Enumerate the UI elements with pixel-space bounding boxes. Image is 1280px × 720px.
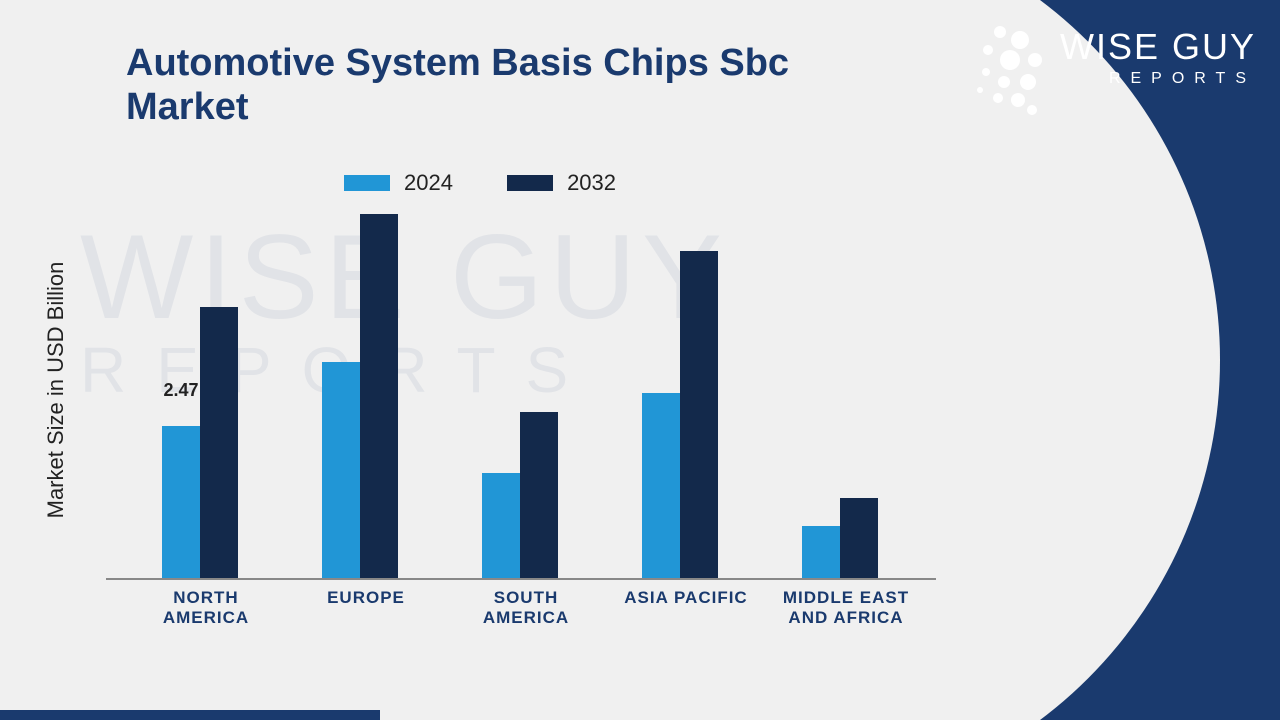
bar-2024 — [162, 426, 200, 578]
chart-card: WISE GUY REPORTS Automotive System Basis… — [10, 10, 950, 710]
bar-value-label: 2.47 — [163, 380, 198, 401]
y-axis-label: Market Size in USD Billion — [43, 262, 69, 519]
bar-2032 — [680, 251, 718, 578]
brand-line-2: REPORTS — [1060, 70, 1256, 88]
bar-2032 — [840, 498, 878, 578]
brand-head-icon — [940, 20, 1050, 130]
brand-logo: WISE GUY REPORTS — [1060, 26, 1256, 88]
category-label: MIDDLE EAST AND AFRICA — [776, 588, 916, 629]
category-label: SOUTH AMERICA — [456, 588, 596, 629]
bar-2024 — [802, 526, 840, 578]
bar-2024 — [322, 362, 360, 578]
brand-line-1: WISE GUY — [1060, 26, 1256, 68]
plot-area: 2.47NORTH AMERICAEUROPESOUTH AMERICAASIA… — [106, 210, 936, 580]
legend-item-2024: 2024 — [344, 170, 453, 196]
legend: 2024 2032 — [10, 170, 950, 197]
legend-label-2032: 2032 — [567, 170, 616, 196]
chart-title: Automotive System Basis Chips Sbc Market — [126, 42, 866, 129]
legend-swatch-2024 — [344, 175, 390, 191]
category-label: ASIA PACIFIC — [616, 588, 756, 608]
stage: WISE GUY REPORTS WISE GUY REPORTS Automo… — [0, 0, 1280, 720]
legend-swatch-2032 — [507, 175, 553, 191]
bar-2024 — [642, 393, 680, 578]
legend-label-2024: 2024 — [404, 170, 453, 196]
category-label: EUROPE — [296, 588, 436, 608]
category-label: NORTH AMERICA — [136, 588, 276, 629]
bar-2032 — [360, 214, 398, 578]
bar-2032 — [520, 412, 558, 579]
bar-2024 — [482, 473, 520, 578]
bottom-accent-bar — [0, 710, 380, 720]
bar-2032 — [200, 307, 238, 578]
legend-item-2032: 2032 — [507, 170, 616, 196]
